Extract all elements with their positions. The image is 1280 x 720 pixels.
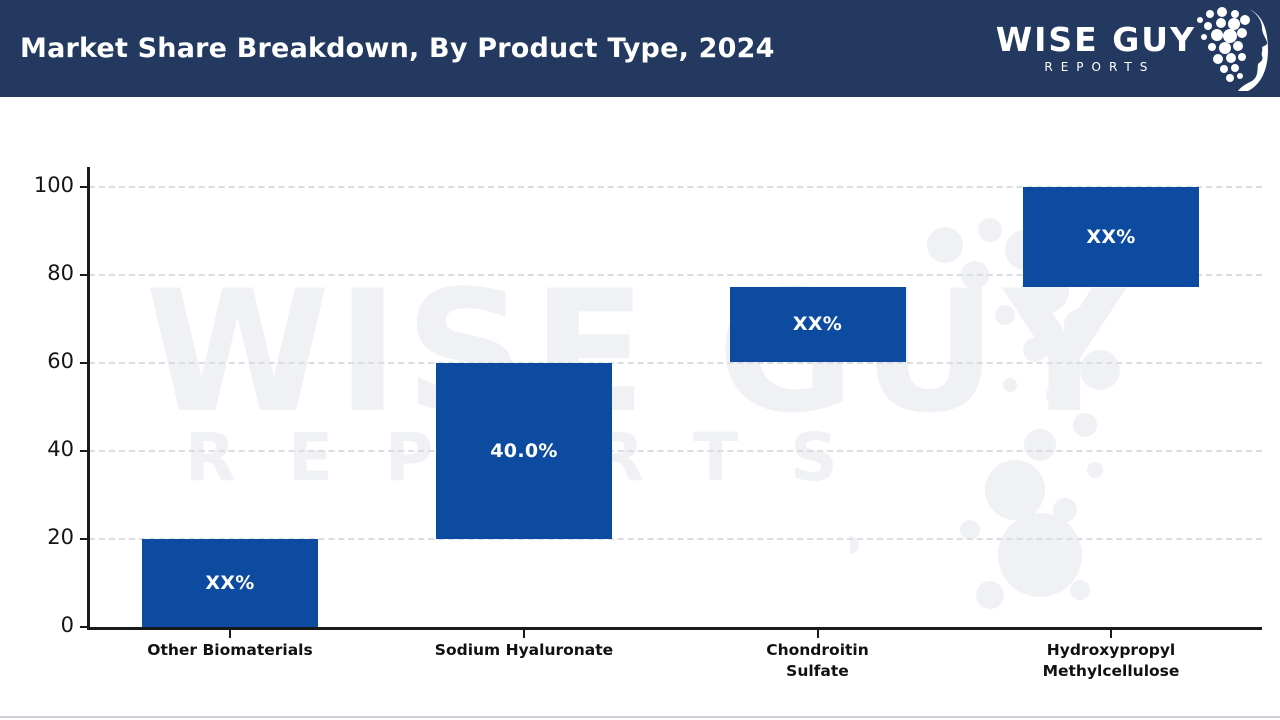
y-tick-mark xyxy=(80,450,89,452)
wiseguy-logo: WISE GUY REPORTS xyxy=(996,6,1280,92)
y-tick-mark xyxy=(80,186,89,188)
bottom-divider xyxy=(0,716,1280,718)
watermark-wordmark: WISE GUY xyxy=(145,254,1132,450)
logo-wordmark: WISE GUY xyxy=(995,20,1196,59)
dotted-face-icon xyxy=(1197,6,1268,91)
y-tick-mark xyxy=(80,362,89,364)
bar-value-label: XX% xyxy=(1086,225,1136,248)
y-tick-mark xyxy=(80,626,89,628)
y-gridline xyxy=(89,274,1262,276)
bar-value-label: 40.0% xyxy=(490,440,558,462)
category-label: Other Biomaterials xyxy=(147,641,313,659)
page-title: Market Share Breakdown, By Product Type,… xyxy=(20,33,775,64)
y-tick-mark xyxy=(80,538,89,540)
y-axis-spine xyxy=(87,167,90,630)
bar-value-label: XX% xyxy=(205,572,255,594)
x-tick-mark xyxy=(816,630,819,638)
wiseguy-logo-text: WISE GUY REPORTS xyxy=(996,23,1196,74)
y-tick-label: 60 xyxy=(47,349,74,373)
x-axis-spine xyxy=(87,627,1262,630)
y-gridline xyxy=(89,362,1262,364)
market-share-bar: XX% xyxy=(142,539,318,627)
y-gridline xyxy=(89,538,1262,540)
x-tick-mark xyxy=(1110,630,1112,638)
y-tick-mark xyxy=(80,274,89,276)
y-gridline xyxy=(89,186,1262,188)
y-tick-label: 0 xyxy=(60,613,74,637)
market-share-bar: 40.0% xyxy=(436,363,612,539)
y-tick-label: 80 xyxy=(47,261,74,285)
category-label: Chondroitin Sulfate xyxy=(766,641,869,680)
category-label: Sodium Hyaluronate xyxy=(434,641,614,659)
x-tick-mark xyxy=(229,630,231,638)
y-tick-label: 40 xyxy=(47,437,74,461)
bar-value-label: XX% xyxy=(792,313,843,336)
logo-subtext: REPORTS xyxy=(1044,60,1156,74)
market-share-bar: XX% xyxy=(1023,187,1199,287)
category-label: Hydroxypropyl Methylcellulose xyxy=(1042,641,1180,680)
y-tick-label: 100 xyxy=(33,173,74,197)
y-gridline xyxy=(89,450,1262,452)
market-share-bar: XX% xyxy=(729,286,906,363)
y-tick-label: 20 xyxy=(47,525,74,549)
header-band: Market Share Breakdown, By Product Type,… xyxy=(0,0,1280,97)
x-tick-mark xyxy=(523,630,525,638)
